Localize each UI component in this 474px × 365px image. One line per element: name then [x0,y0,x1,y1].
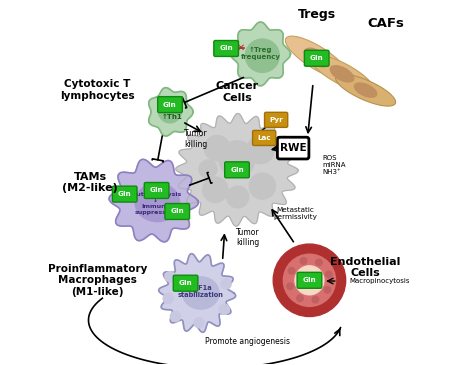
Text: Metastatic
permissivity: Metastatic permissivity [273,207,317,220]
Text: ✕: ✕ [237,43,245,53]
Ellipse shape [285,36,348,79]
FancyBboxPatch shape [297,272,322,288]
Text: Tregs: Tregs [298,8,336,20]
Polygon shape [109,160,198,242]
Text: Gln: Gln [163,101,177,108]
Text: ↓
↑Th1: ↓ ↑Th1 [162,107,182,120]
Text: Gln: Gln [118,191,132,197]
Text: ↑Treg
frequency: ↑Treg frequency [240,47,281,61]
FancyBboxPatch shape [165,204,190,219]
Circle shape [297,295,303,301]
Ellipse shape [182,276,220,310]
Circle shape [288,268,295,274]
Circle shape [326,271,332,277]
Circle shape [219,304,229,314]
Circle shape [165,272,175,282]
FancyBboxPatch shape [253,130,276,146]
Circle shape [249,173,275,199]
Circle shape [194,318,204,328]
Circle shape [312,296,319,303]
FancyBboxPatch shape [173,275,198,291]
Text: Pyr: Pyr [269,117,283,123]
Text: Gln: Gln [302,277,316,283]
Polygon shape [176,114,298,226]
Text: Gln: Gln [230,167,244,173]
Circle shape [219,141,255,177]
Text: HIF1a
stabilization: HIF1a stabilization [178,285,224,298]
Text: ROS
miRNA
NH3⁺: ROS miRNA NH3⁺ [322,155,346,175]
Text: RWE: RWE [280,143,307,153]
Text: Gln: Gln [310,55,324,61]
Text: Endothelial
Cells: Endothelial Cells [330,257,401,278]
Ellipse shape [157,97,182,123]
Circle shape [273,244,346,316]
Text: Lac: Lac [257,135,271,141]
Text: Cancer
Cells: Cancer Cells [216,81,258,103]
Text: Cytotoxic T
lymphocytes: Cytotoxic T lymphocytes [60,79,135,101]
Text: Gln: Gln [179,280,192,286]
Text: Tumor
killing: Tumor killing [184,129,208,149]
Circle shape [287,283,293,289]
Circle shape [316,259,322,266]
Polygon shape [231,22,291,86]
Circle shape [221,279,231,289]
Circle shape [163,293,173,303]
FancyBboxPatch shape [264,112,288,127]
Ellipse shape [354,82,377,98]
Circle shape [199,160,217,178]
FancyBboxPatch shape [277,137,309,159]
FancyBboxPatch shape [112,186,137,202]
Polygon shape [149,88,193,136]
Text: Gln: Gln [170,208,184,215]
Text: TAMs
(M2-like): TAMs (M2-like) [63,172,118,193]
Text: Promote angiogenesis: Promote angiogenesis [205,337,291,346]
Ellipse shape [304,47,329,68]
Ellipse shape [310,55,374,93]
Circle shape [247,136,274,164]
Text: Proinflammatory
Macrophages
(M1-like): Proinflammatory Macrophages (M1-like) [48,264,147,297]
Ellipse shape [135,182,180,222]
Ellipse shape [329,65,355,82]
FancyBboxPatch shape [304,50,329,66]
Circle shape [204,135,230,161]
Text: Gln: Gln [219,46,233,51]
Circle shape [170,311,181,322]
Text: CAFs: CAFs [367,17,404,30]
FancyBboxPatch shape [144,182,169,199]
Circle shape [283,254,336,306]
FancyBboxPatch shape [158,97,182,112]
Circle shape [324,287,331,293]
Ellipse shape [245,38,280,73]
Circle shape [202,177,228,203]
FancyBboxPatch shape [225,162,249,178]
Ellipse shape [336,74,396,106]
Text: Gln: Gln [150,188,164,193]
Circle shape [300,258,307,264]
Text: Glutaminolysis
↓
Immune
suppression: Glutaminolysis ↓ Immune suppression [129,192,182,215]
FancyBboxPatch shape [214,41,238,57]
Text: Tumor
killing: Tumor killing [236,228,260,247]
Text: Macropinocytosis: Macropinocytosis [349,278,410,284]
Polygon shape [159,254,236,332]
Circle shape [227,186,248,208]
Circle shape [295,266,324,295]
